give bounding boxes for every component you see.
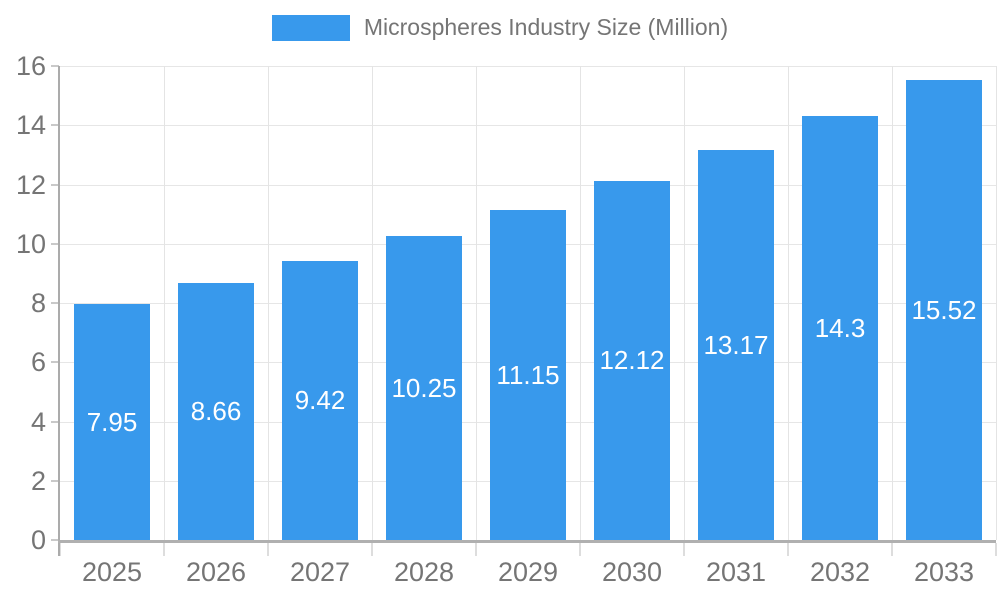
x-tick-label: 2031 (705, 557, 767, 587)
x-tick (787, 543, 789, 556)
bar-value-label: 9.42 (294, 385, 346, 415)
bar-value-label: 10.25 (391, 372, 457, 403)
y-tick-label: 6 (30, 347, 46, 377)
gridline-v (892, 66, 893, 540)
gridline-v (788, 66, 789, 540)
y-tick-label: 8 (30, 288, 46, 318)
y-tick-label: 16 (15, 51, 46, 81)
legend[interactable]: Microspheres Industry Size (Million) (0, 14, 1000, 41)
bar-value-label: 8.66 (190, 396, 242, 426)
gridline-v (684, 66, 685, 540)
bar-value-label: 11.15 (496, 359, 560, 390)
gridline-v (476, 66, 477, 540)
bar[interactable]: 12.12 (594, 181, 670, 540)
x-tick (59, 543, 61, 556)
bar[interactable]: 13.17 (698, 150, 774, 540)
x-tick (683, 543, 685, 556)
x-tick (267, 543, 269, 556)
x-tick-label: 2032 (809, 557, 871, 587)
gridline-v (164, 66, 165, 540)
x-tick (163, 543, 165, 556)
bar[interactable]: 15.52 (906, 80, 982, 540)
y-tick (51, 421, 59, 423)
y-tick-label: 12 (15, 170, 46, 200)
y-tick-label: 10 (15, 229, 46, 259)
bar[interactable]: 10.25 (386, 236, 462, 540)
x-tick-label: 2025 (81, 557, 143, 587)
x-tick (475, 543, 477, 556)
legend-swatch-icon (271, 14, 350, 41)
y-tick (51, 480, 59, 482)
y-tick (51, 243, 59, 245)
x-tick (579, 543, 581, 556)
y-tick-label: 0 (30, 525, 46, 555)
y-axis-line (58, 66, 60, 556)
bar-value-label: 14.3 (814, 312, 866, 343)
gridline-v (372, 66, 373, 540)
gridline-v (268, 66, 269, 540)
x-tick-label: 2030 (601, 557, 663, 587)
gridline-h (60, 125, 996, 126)
gridline-v (996, 66, 997, 540)
x-tick-label: 2028 (393, 557, 455, 587)
gridline-h (60, 185, 996, 186)
bar[interactable]: 8.66 (178, 283, 254, 540)
y-tick (51, 124, 59, 126)
x-tick-label: 2027 (289, 557, 351, 587)
gridline-v (580, 66, 581, 540)
y-tick (51, 302, 59, 304)
x-tick (371, 543, 373, 556)
y-tick (51, 184, 59, 186)
y-tick (51, 361, 59, 363)
y-tick-label: 4 (30, 407, 46, 437)
x-axis-line (58, 540, 996, 543)
y-tick-label: 2 (30, 466, 46, 496)
bar-value-label: 15.52 (911, 294, 977, 325)
bar[interactable]: 11.15 (490, 210, 566, 540)
gridline-h (60, 66, 996, 67)
bar-value-label: 12.12 (599, 345, 665, 375)
bar-value-label: 7.95 (86, 406, 138, 437)
y-tick-label: 14 (15, 110, 46, 140)
bar-value-label: 13.17 (703, 329, 769, 360)
x-tick-label: 2033 (913, 557, 975, 587)
x-tick (891, 543, 893, 556)
x-tick-label: 2029 (497, 557, 559, 587)
y-tick (51, 539, 59, 541)
x-tick (995, 543, 997, 556)
x-tick-label: 2026 (185, 557, 247, 587)
legend-label: Microspheres Industry Size (Million) (363, 14, 729, 40)
y-tick (51, 65, 59, 67)
bar[interactable]: 14.3 (802, 116, 878, 540)
bar[interactable]: 9.42 (282, 261, 358, 540)
bar[interactable]: 7.95 (74, 304, 150, 540)
